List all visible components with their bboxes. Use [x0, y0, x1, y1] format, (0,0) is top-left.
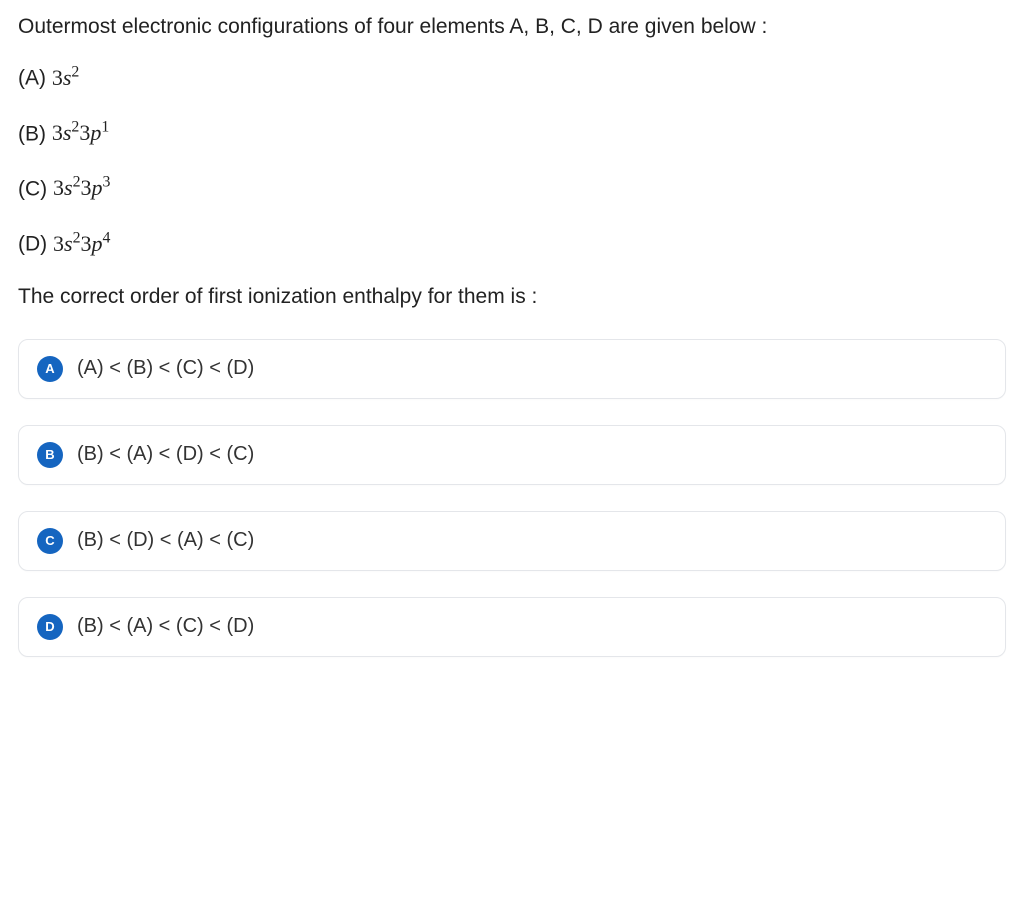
config-C-n1: 3 — [53, 175, 64, 200]
config-B-expr: 3s23p1 — [52, 120, 109, 145]
config-D-label: (D) — [18, 233, 53, 256]
config-D-exp1: 4 — [102, 229, 110, 246]
config-C-expr: 3s23p3 — [53, 175, 110, 200]
option-A-badge: A — [37, 356, 63, 382]
config-A: (A) 3s2 — [18, 63, 1006, 90]
config-C: (C) 3s23p3 — [18, 174, 1006, 201]
option-D-text: (B) < (A) < (C) < (D) — [77, 615, 254, 638]
config-D-n2: 3 — [80, 231, 91, 256]
option-B-text: (B) < (A) < (D) < (C) — [77, 443, 254, 466]
config-D-orb0: s — [64, 231, 73, 256]
config-B-n2: 3 — [79, 120, 90, 145]
question-stem: Outermost electronic configurations of f… — [18, 12, 1006, 41]
option-D-badge: D — [37, 614, 63, 640]
config-A-label: (A) — [18, 67, 52, 90]
option-C-text: (B) < (D) < (A) < (C) — [77, 529, 254, 552]
config-C-exp1: 3 — [102, 174, 110, 191]
option-C-badge: C — [37, 528, 63, 554]
option-A-text: (A) < (B) < (C) < (D) — [77, 357, 254, 380]
option-B-badge: B — [37, 442, 63, 468]
config-C-orb0: s — [64, 175, 73, 200]
config-A-expr: 3s2 — [52, 65, 79, 90]
config-B-orb1: p — [90, 120, 101, 145]
option-D[interactable]: D (B) < (A) < (C) < (D) — [18, 597, 1006, 657]
option-A[interactable]: A (A) < (B) < (C) < (D) — [18, 339, 1006, 399]
config-B-n1: 3 — [52, 120, 63, 145]
option-C[interactable]: C (B) < (D) < (A) < (C) — [18, 511, 1006, 571]
question-subprompt: The correct order of first ionization en… — [18, 285, 1006, 309]
config-D-expr: 3s23p4 — [53, 231, 110, 256]
config-D-n1: 3 — [53, 231, 64, 256]
config-A-n: 3 — [52, 65, 63, 90]
config-B-exp1: 1 — [101, 119, 109, 136]
question-container: Outermost electronic configurations of f… — [0, 0, 1024, 695]
config-D-orb1: p — [91, 231, 102, 256]
config-B-label: (B) — [18, 122, 52, 145]
config-C-n2: 3 — [80, 175, 91, 200]
option-B[interactable]: B (B) < (A) < (D) < (C) — [18, 425, 1006, 485]
config-B: (B) 3s23p1 — [18, 119, 1006, 146]
config-C-label: (C) — [18, 177, 53, 200]
config-C-orb1: p — [91, 175, 102, 200]
config-D: (D) 3s23p4 — [18, 229, 1006, 256]
config-A-exp0: 2 — [71, 63, 79, 80]
